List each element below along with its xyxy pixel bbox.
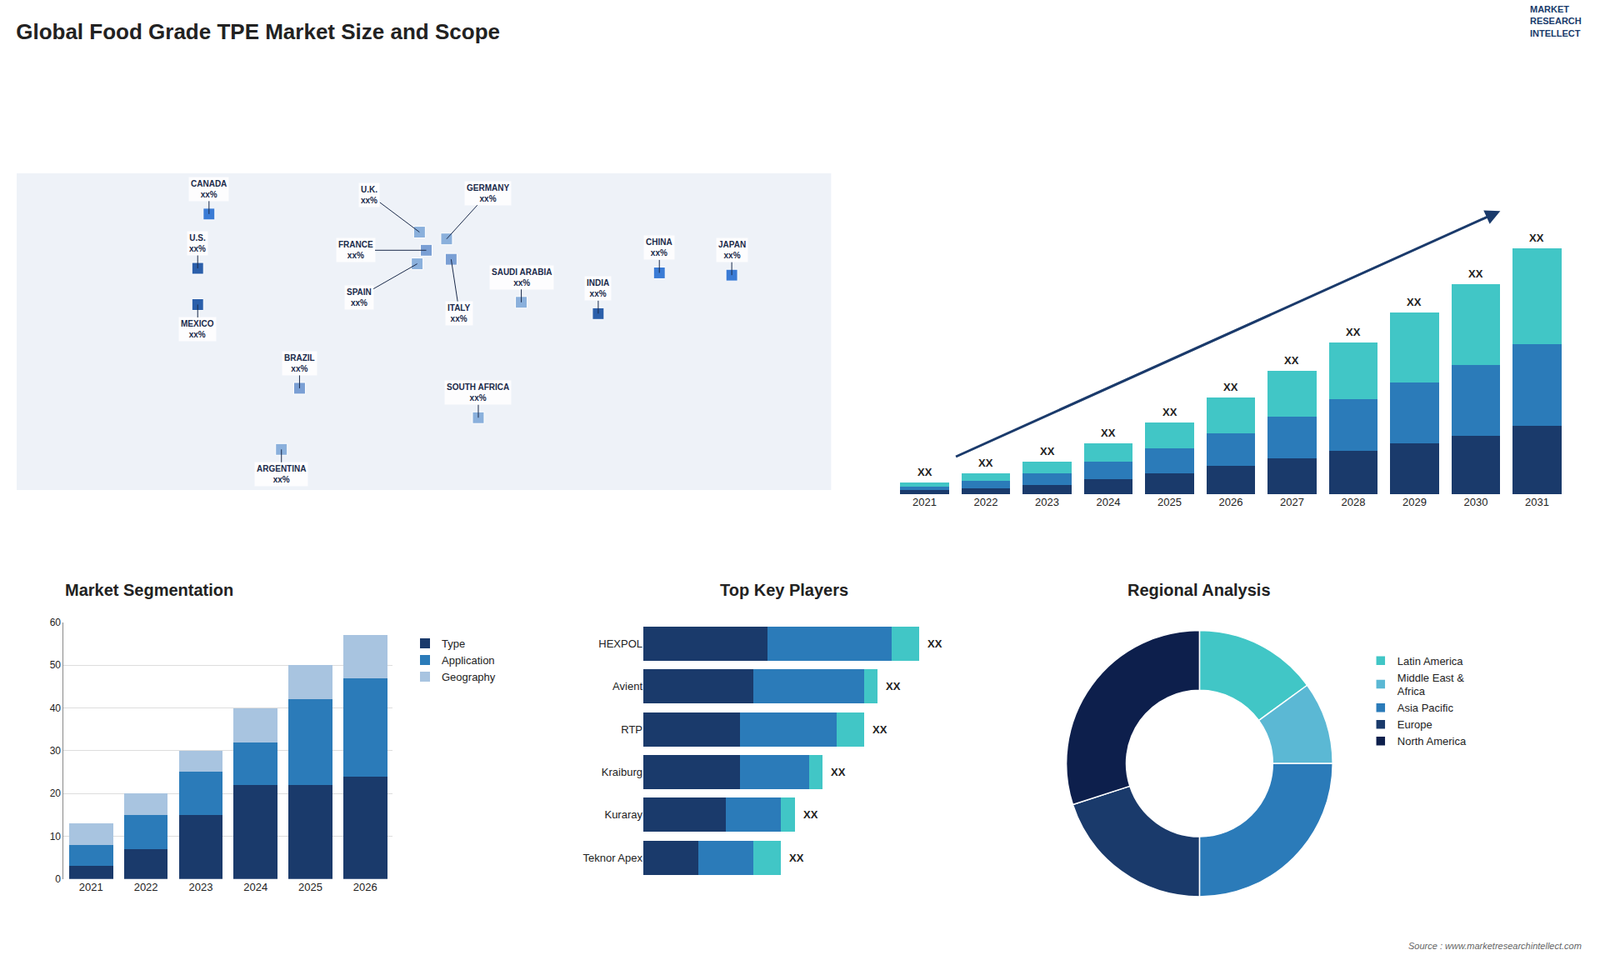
svg-text:2028: 2028 <box>1341 495 1366 509</box>
svg-text:XX: XX <box>872 723 888 736</box>
svg-text:XX: XX <box>1162 405 1178 419</box>
svg-text:XX: XX <box>927 637 943 650</box>
svg-text:Source : www.marketresearchint: Source : www.marketresearchintellect.com <box>1408 940 1582 951</box>
svg-text:2024: 2024 <box>243 880 268 894</box>
svg-text:ITALYxx%: ITALYxx% <box>447 303 471 324</box>
svg-text:XX: XX <box>917 465 933 479</box>
svg-text:XX: XX <box>1468 267 1484 280</box>
svg-text:INDIAxx%: INDIAxx% <box>586 278 610 299</box>
svg-text:30: 30 <box>50 745 62 757</box>
svg-text:XX: XX <box>803 808 819 821</box>
svg-text:SPAINxx%: SPAINxx% <box>346 287 372 308</box>
svg-text:2031: 2031 <box>1525 495 1550 509</box>
svg-text:XX: XX <box>1100 426 1116 440</box>
svg-text:XX: XX <box>1040 445 1055 458</box>
svg-text:XX: XX <box>789 851 805 865</box>
svg-text:2022: 2022 <box>974 495 999 509</box>
svg-text:2029: 2029 <box>1402 495 1427 509</box>
svg-text:XX: XX <box>1345 325 1361 339</box>
svg-text:10: 10 <box>50 830 62 843</box>
svg-text:XX: XX <box>830 765 846 779</box>
svg-text:BRAZILxx%: BRAZILxx% <box>284 353 315 374</box>
svg-text:60: 60 <box>50 616 62 629</box>
svg-text:Application: Application <box>441 654 495 667</box>
svg-text:2021: 2021 <box>912 495 937 509</box>
svg-text:XX: XX <box>885 680 901 693</box>
svg-text:0: 0 <box>55 873 61 885</box>
svg-text:2024: 2024 <box>1096 495 1121 509</box>
svg-text:2022: 2022 <box>134 880 159 894</box>
svg-text:2025: 2025 <box>298 880 323 894</box>
svg-text:JAPANxx%: JAPANxx% <box>718 240 746 260</box>
svg-text:2021: 2021 <box>79 880 104 894</box>
svg-text:Regional Analysis: Regional Analysis <box>1127 580 1271 600</box>
svg-text:Latin America: Latin America <box>1397 655 1465 668</box>
svg-text:Top Key Players: Top Key Players <box>720 580 849 600</box>
svg-text:XX: XX <box>1284 354 1300 367</box>
svg-text:MARKETRESEARCHINTELLECT: MARKETRESEARCHINTELLECT <box>1530 4 1582 39</box>
svg-text:GERMANYxx%: GERMANYxx% <box>466 183 510 204</box>
svg-text:SAUDI ARABIAxx%: SAUDI ARABIAxx% <box>491 267 552 288</box>
svg-text:Asia Pacific: Asia Pacific <box>1397 701 1455 715</box>
svg-text:Avient: Avient <box>612 680 643 693</box>
svg-text:U.S.xx%: U.S.xx% <box>189 233 206 254</box>
svg-text:CHINAxx%: CHINAxx% <box>645 237 673 258</box>
svg-text:Kuraray: Kuraray <box>604 808 643 821</box>
svg-text:XX: XX <box>1406 295 1422 309</box>
svg-text:2023: 2023 <box>188 880 213 894</box>
svg-text:20: 20 <box>50 787 62 800</box>
svg-text:40: 40 <box>50 702 62 715</box>
svg-text:U.K.xx%: U.K.xx% <box>360 185 378 205</box>
svg-text:Market Segmentation: Market Segmentation <box>65 580 234 600</box>
svg-text:50: 50 <box>50 659 62 671</box>
svg-text:Europe: Europe <box>1397 718 1433 731</box>
svg-text:HEXPOL: HEXPOL <box>598 637 643 650</box>
svg-text:2030: 2030 <box>1463 495 1488 509</box>
svg-text:Kraiburg: Kraiburg <box>601 765 643 779</box>
svg-text:XX: XX <box>1529 231 1545 245</box>
svg-text:CANADAxx%: CANADAxx% <box>190 179 227 200</box>
svg-text:2027: 2027 <box>1280 495 1305 509</box>
svg-text:RTP: RTP <box>620 723 643 736</box>
svg-text:2025: 2025 <box>1157 495 1182 509</box>
svg-text:2026: 2026 <box>1219 495 1244 509</box>
svg-text:Geography: Geography <box>441 670 496 684</box>
svg-text:Global Food Grade TPE Market S: Global Food Grade TPE Market Size and Sc… <box>15 19 500 45</box>
svg-text:XX: XX <box>1223 380 1239 394</box>
svg-text:Middle East &Africa: Middle East &Africa <box>1397 671 1465 699</box>
svg-text:ARGENTINAxx%: ARGENTINAxx% <box>256 464 306 485</box>
svg-text:FRANCExx%: FRANCExx% <box>338 240 374 260</box>
svg-text:2023: 2023 <box>1035 495 1060 509</box>
svg-text:XX: XX <box>978 456 994 470</box>
svg-text:2026: 2026 <box>353 880 378 894</box>
svg-text:MEXICOxx%: MEXICOxx% <box>180 319 215 340</box>
svg-text:Teknor Apex: Teknor Apex <box>582 851 643 865</box>
svg-text:North America: North America <box>1397 735 1467 748</box>
svg-text:SOUTH AFRICAxx%: SOUTH AFRICAxx% <box>446 382 510 403</box>
svg-text:Type: Type <box>441 637 465 650</box>
